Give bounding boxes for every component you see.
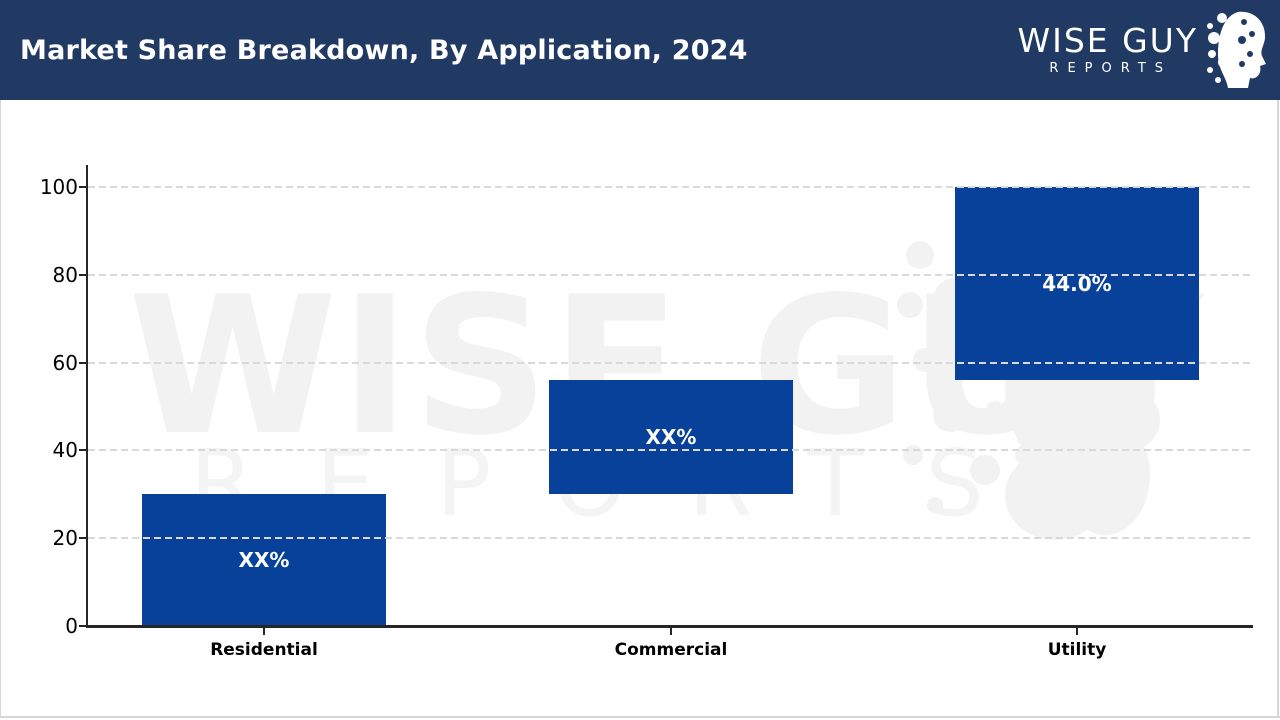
y-axis-tick-mark	[79, 449, 86, 452]
page-border-right	[1277, 100, 1279, 718]
x-axis-tick-mark	[1076, 628, 1078, 635]
gridline	[88, 186, 1253, 188]
gridline	[88, 449, 1253, 452]
y-axis-tick-mark	[79, 273, 86, 276]
y-axis-tick-mark	[79, 186, 86, 188]
y-axis-tick-label: 0	[65, 614, 78, 638]
header-bar: Market Share Breakdown, By Application, …	[0, 0, 1280, 100]
y-axis-tick-mark	[79, 625, 86, 627]
y-axis-spine	[86, 165, 88, 628]
bar-value-label: 44.0%	[1042, 271, 1112, 296]
page-border-bottom	[0, 716, 1280, 718]
gridline	[88, 273, 1253, 276]
x-axis-spine	[86, 625, 1253, 628]
gridline	[88, 537, 1253, 540]
brand-logo-primary-text: WISE GUY	[1017, 21, 1198, 60]
x-axis-tick-mark	[263, 628, 265, 635]
x-axis-category-label: Commercial	[614, 640, 728, 660]
x-axis-category-label: Utility	[1047, 640, 1107, 660]
bar-commercial	[549, 380, 793, 495]
y-axis-tick-label: 100	[39, 175, 78, 199]
y-axis-tick-label: 40	[52, 438, 78, 463]
bar-value-label: XX%	[238, 548, 290, 573]
x-axis-category-label: Residential	[210, 640, 318, 660]
bar-utility	[955, 187, 1199, 381]
y-axis-tick-label: 20	[52, 526, 78, 551]
bar-value-label: XX%	[645, 425, 697, 450]
page-border-left	[0, 100, 1, 718]
y-axis-tick-label: 60	[52, 350, 78, 375]
brand-logo-secondary-text: REPORTS	[1049, 61, 1173, 76]
y-axis-tick-label: 80	[52, 262, 78, 287]
face-profile-logo-icon	[1202, 6, 1268, 94]
y-axis-tick-mark	[79, 537, 86, 540]
x-axis-tick-mark	[670, 628, 672, 635]
brand-logo-text: WISE GUY REPORTS	[1017, 24, 1198, 76]
bar-residential	[142, 494, 386, 626]
brand-logo: WISE GUY REPORTS	[1017, 6, 1280, 94]
gridline	[88, 361, 1253, 364]
y-axis-tick-mark	[79, 361, 86, 364]
page-title: Market Share Breakdown, By Application, …	[20, 34, 748, 66]
